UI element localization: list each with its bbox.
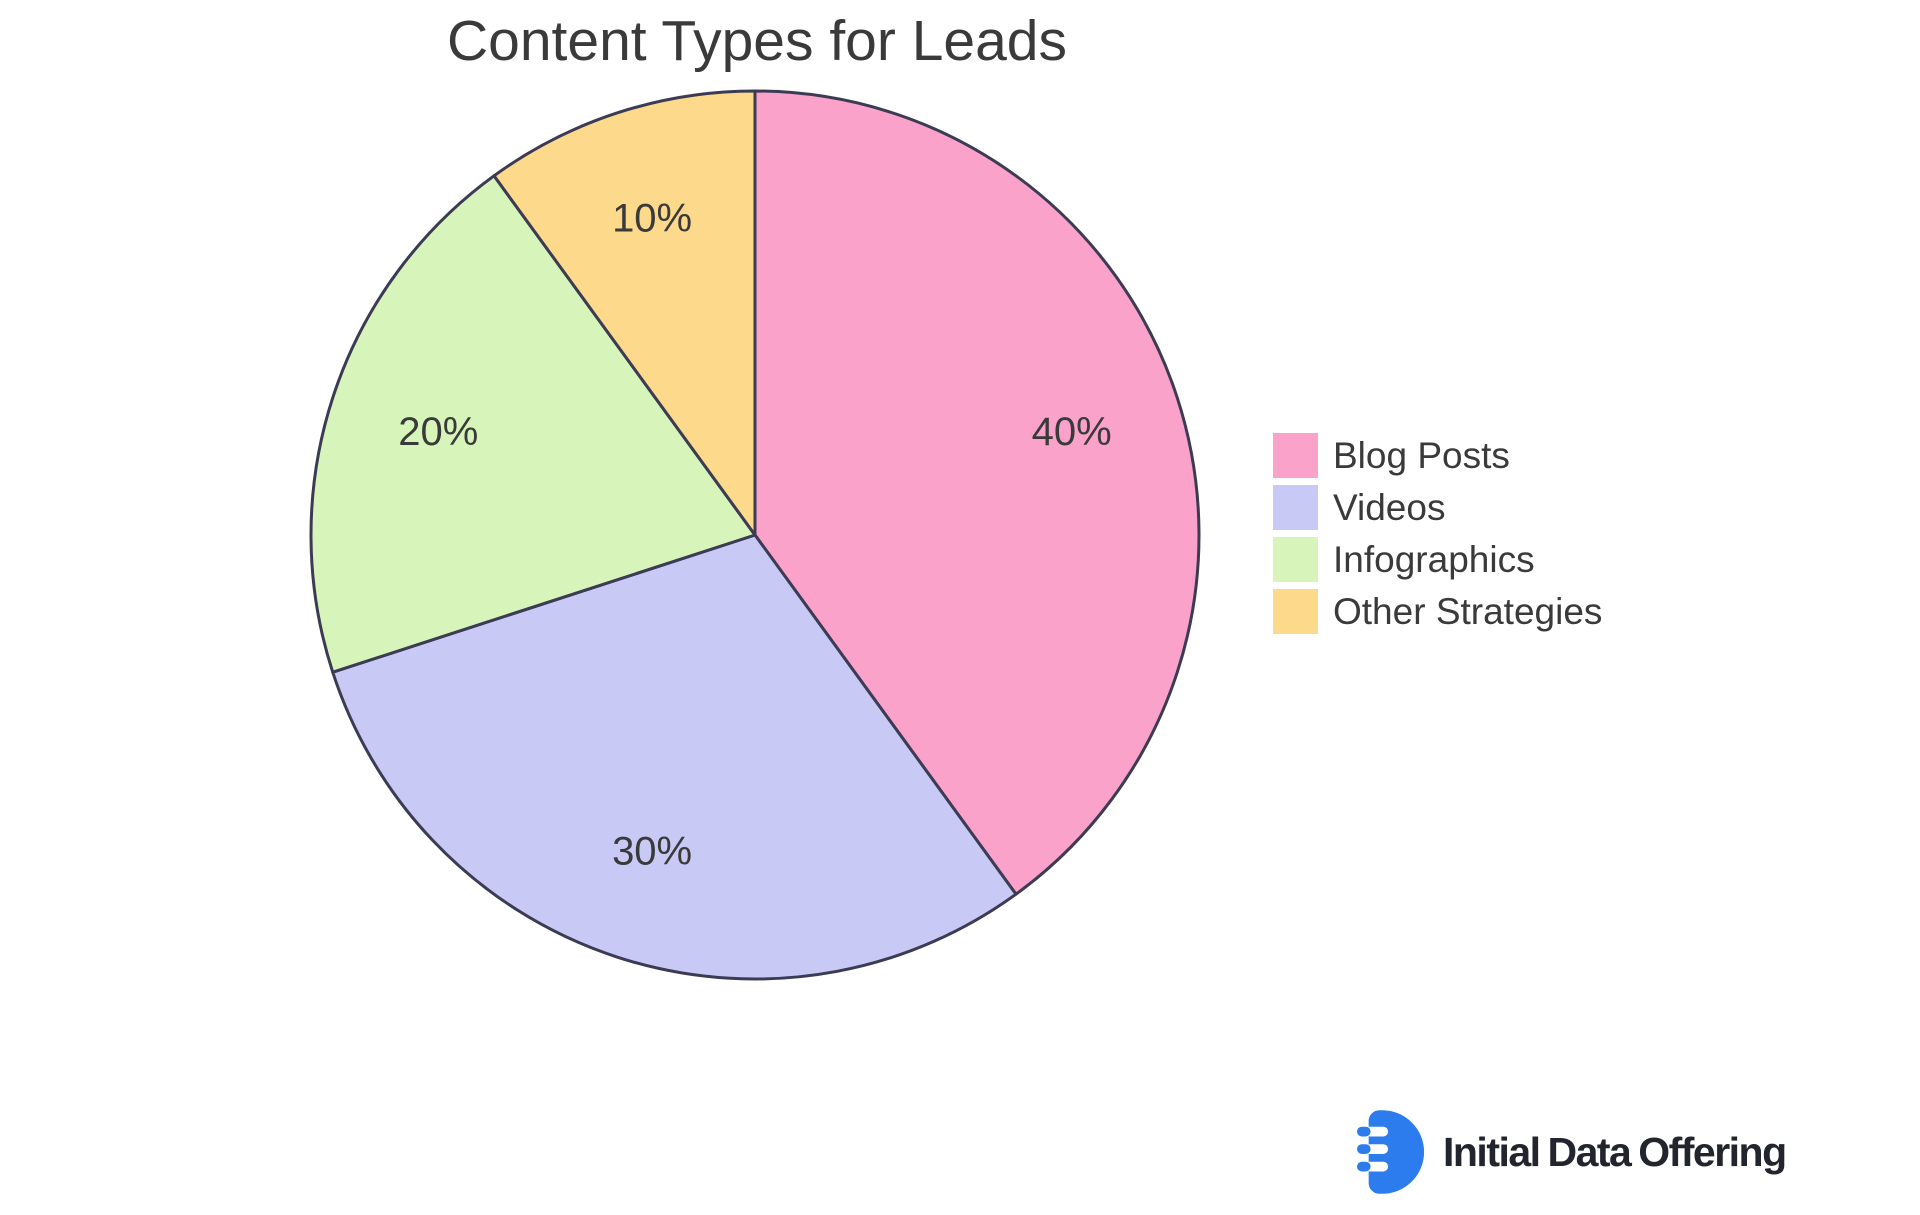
- chart-title: Content Types for Leads: [446, 9, 1067, 73]
- legend-swatch: [1273, 485, 1318, 530]
- ido-logo-icon: [1357, 1110, 1425, 1194]
- pie-slice-infographics: [309, 174, 757, 674]
- pie-slice-videos: [331, 533, 1018, 981]
- pie-slice-label: 20%: [398, 410, 478, 454]
- legend-item-blog-posts: Blog Posts: [1273, 433, 1602, 478]
- legend-item-infographics: Infographics: [1273, 537, 1602, 582]
- branding: Initial Data Offering: [1357, 1110, 1787, 1194]
- branding-name: Initial Data Offering: [1443, 1128, 1787, 1175]
- pie-slice-label: 30%: [612, 830, 692, 874]
- legend-swatch: [1273, 433, 1318, 478]
- pie-chart-svg: 40% 30% 20% 10%: [309, 89, 1201, 981]
- legend: Blog Posts Videos Infographics Other Strate…: [1273, 433, 1602, 634]
- legend-swatch: [1273, 589, 1318, 634]
- pie-slice-label: 40%: [1032, 410, 1112, 454]
- legend-item-other-strategies: Other Strategies: [1273, 589, 1602, 634]
- pie-slice-other-strategies: [492, 89, 757, 537]
- legend-label: Blog Posts: [1333, 434, 1510, 476]
- pie-slice-label: 10%: [612, 196, 692, 240]
- legend-swatch: [1273, 537, 1318, 582]
- legend-label: Videos: [1333, 486, 1446, 528]
- pie-slice-blog-posts: [753, 89, 1201, 896]
- legend-label: Other Strategies: [1333, 590, 1603, 632]
- pie-chart: 40% 30% 20% 10%: [305, 85, 1205, 985]
- legend-label: Infographics: [1333, 538, 1535, 580]
- legend-item-videos: Videos: [1273, 485, 1602, 530]
